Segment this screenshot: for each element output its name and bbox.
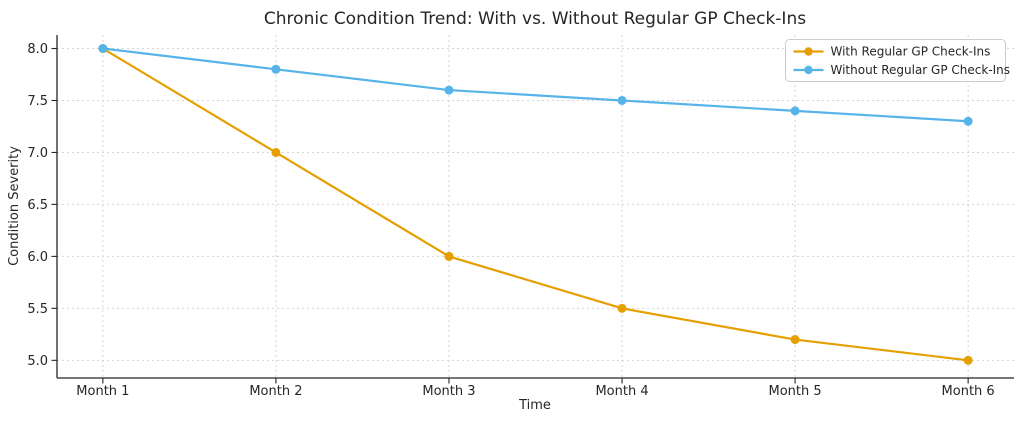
- y-tick-label: 7.5: [27, 94, 48, 109]
- y-axis-label: Condition Severity: [7, 146, 22, 266]
- y-tick-label: 6.0: [27, 250, 48, 265]
- x-tick-label: Month 6: [942, 384, 995, 399]
- x-axis-label: Time: [518, 398, 551, 413]
- grid-layer: [57, 35, 1014, 378]
- data-point-marker: [271, 147, 281, 157]
- y-tick-label: 7.0: [27, 146, 48, 161]
- axes-layer: 5.0 5.5 6.0 6.5 7.0 7.5 8.0 Month 1 Month 2 Month…: [27, 35, 1014, 399]
- data-point-marker: [617, 95, 627, 105]
- legend-layer: With Regular GP Check-Ins Without Regular…: [785, 39, 1011, 82]
- data-point-marker: [444, 251, 454, 261]
- legend-label: Without Regular GP Check-Ins: [831, 63, 1011, 77]
- data-point-marker: [271, 64, 281, 74]
- series-layer: [98, 44, 973, 365]
- y-tick-label: 8.0: [27, 42, 48, 57]
- data-point-marker: [963, 116, 973, 126]
- legend-label: With Regular GP Check-Ins: [831, 45, 991, 59]
- data-point-marker: [963, 355, 973, 365]
- data-point-marker: [617, 303, 627, 313]
- x-tick-label: Month 5: [769, 384, 822, 399]
- chart-title: Chronic Condition Trend: With vs. Withou…: [264, 9, 806, 29]
- legend-swatch-marker: [804, 47, 813, 56]
- y-tick-label: 6.5: [27, 198, 48, 213]
- x-tick-label: Month 2: [249, 384, 302, 399]
- data-point-marker: [98, 44, 108, 54]
- y-tick-label: 5.5: [27, 302, 48, 317]
- data-point-marker: [790, 106, 800, 116]
- y-tick-label: 5.0: [27, 354, 48, 369]
- x-tick-label: Month 3: [422, 384, 475, 399]
- x-tick-label: Month 4: [595, 384, 648, 399]
- data-point-marker: [790, 335, 800, 345]
- x-tick-label: Month 1: [76, 384, 129, 399]
- legend-swatch-marker: [804, 65, 813, 75]
- series-line: [101, 47, 970, 362]
- data-point-marker: [444, 85, 454, 95]
- series-line: [101, 47, 970, 123]
- legend-box: [785, 39, 1006, 82]
